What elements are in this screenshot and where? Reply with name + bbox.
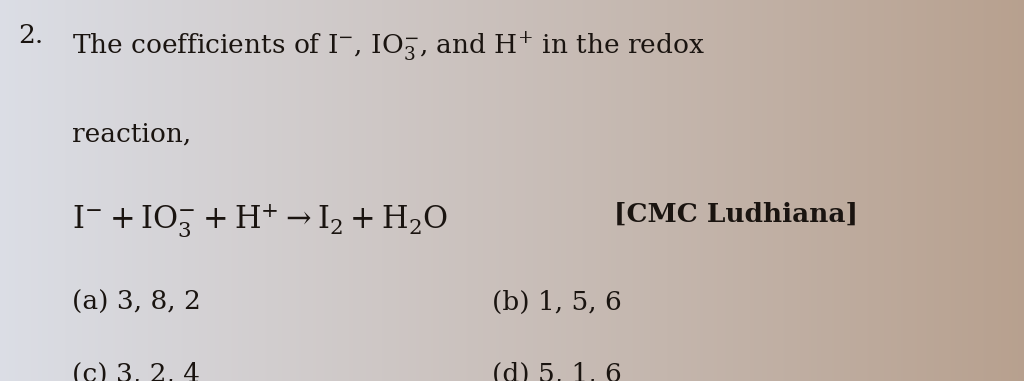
Text: reaction,: reaction, <box>72 122 190 147</box>
Text: (c) 3, 2, 4: (c) 3, 2, 4 <box>72 362 200 381</box>
Text: [CMC Ludhiana]: [CMC Ludhiana] <box>614 202 858 227</box>
Text: (a) 3, 8, 2: (a) 3, 8, 2 <box>72 290 201 315</box>
Text: (b) 1, 5, 6: (b) 1, 5, 6 <box>492 290 622 315</box>
Text: The coefficients of $\mathregular{I^{-}}$, $\mathregular{IO_3^{-}}$, and $\mathr: The coefficients of $\mathregular{I^{-}}… <box>72 30 705 63</box>
Text: $\mathregular{I^{-}+IO_3^{-}+H^{+}\rightarrow I_2+H_2O}$: $\mathregular{I^{-}+IO_3^{-}+H^{+}\right… <box>72 202 447 240</box>
Text: (d) 5, 1, 6: (d) 5, 1, 6 <box>492 362 622 381</box>
Text: 2.: 2. <box>18 23 44 48</box>
